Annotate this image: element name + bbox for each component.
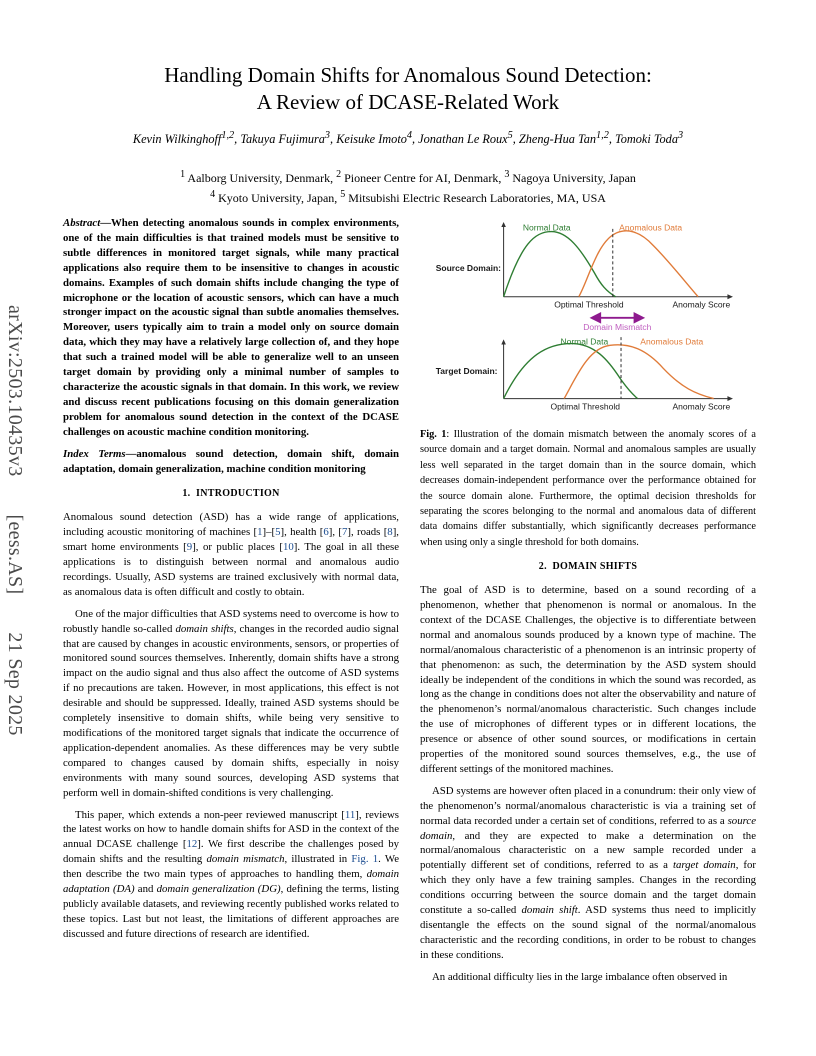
svg-text:Normal Data: Normal Data [523,223,571,233]
svg-text:Anomaly Score: Anomaly Score [672,402,730,412]
svg-text:Anomaly Score: Anomaly Score [672,300,730,310]
svg-text:Source Domain:: Source Domain: [436,263,501,273]
svg-text:Anomalous Data: Anomalous Data [640,336,703,346]
svg-text:Optimal Threshold: Optimal Threshold [551,402,621,412]
svg-text:Normal Data: Normal Data [560,336,608,346]
svg-text:Anomalous Data: Anomalous Data [619,223,682,233]
svg-text:Target Domain:: Target Domain: [436,366,498,376]
svg-text:Optimal Threshold: Optimal Threshold [554,300,624,310]
svg-text:Domain Mismatch: Domain Mismatch [583,322,651,332]
